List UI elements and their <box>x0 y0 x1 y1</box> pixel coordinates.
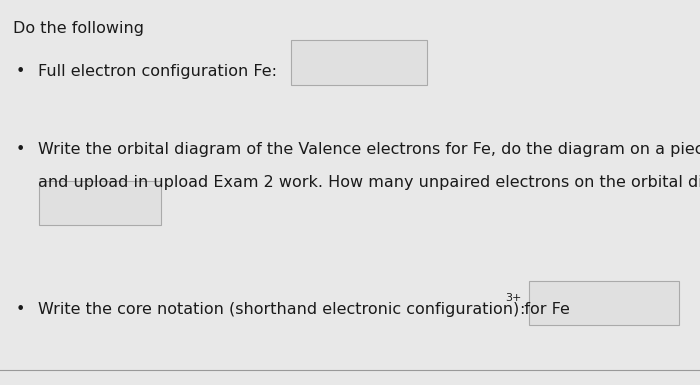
Text: 3+: 3+ <box>505 293 522 303</box>
Text: and upload in upload Exam 2 work. How many unpaired electrons on the orbital dia: and upload in upload Exam 2 work. How ma… <box>38 175 700 190</box>
Text: Write the orbital diagram of the Valence electrons for Fe, do the diagram on a p: Write the orbital diagram of the Valence… <box>38 142 700 157</box>
Bar <box>290 40 427 85</box>
Bar <box>528 281 679 325</box>
Text: •: • <box>15 302 24 317</box>
Text: Do the following: Do the following <box>13 21 144 36</box>
Text: :: : <box>519 302 525 317</box>
Text: •: • <box>15 142 24 157</box>
Bar <box>38 181 161 225</box>
Text: •: • <box>15 64 24 79</box>
Text: Write the core notation (shorthand electronic configuration) for Fe: Write the core notation (shorthand elect… <box>38 302 570 317</box>
Text: Full electron configuration Fe:: Full electron configuration Fe: <box>38 64 277 79</box>
